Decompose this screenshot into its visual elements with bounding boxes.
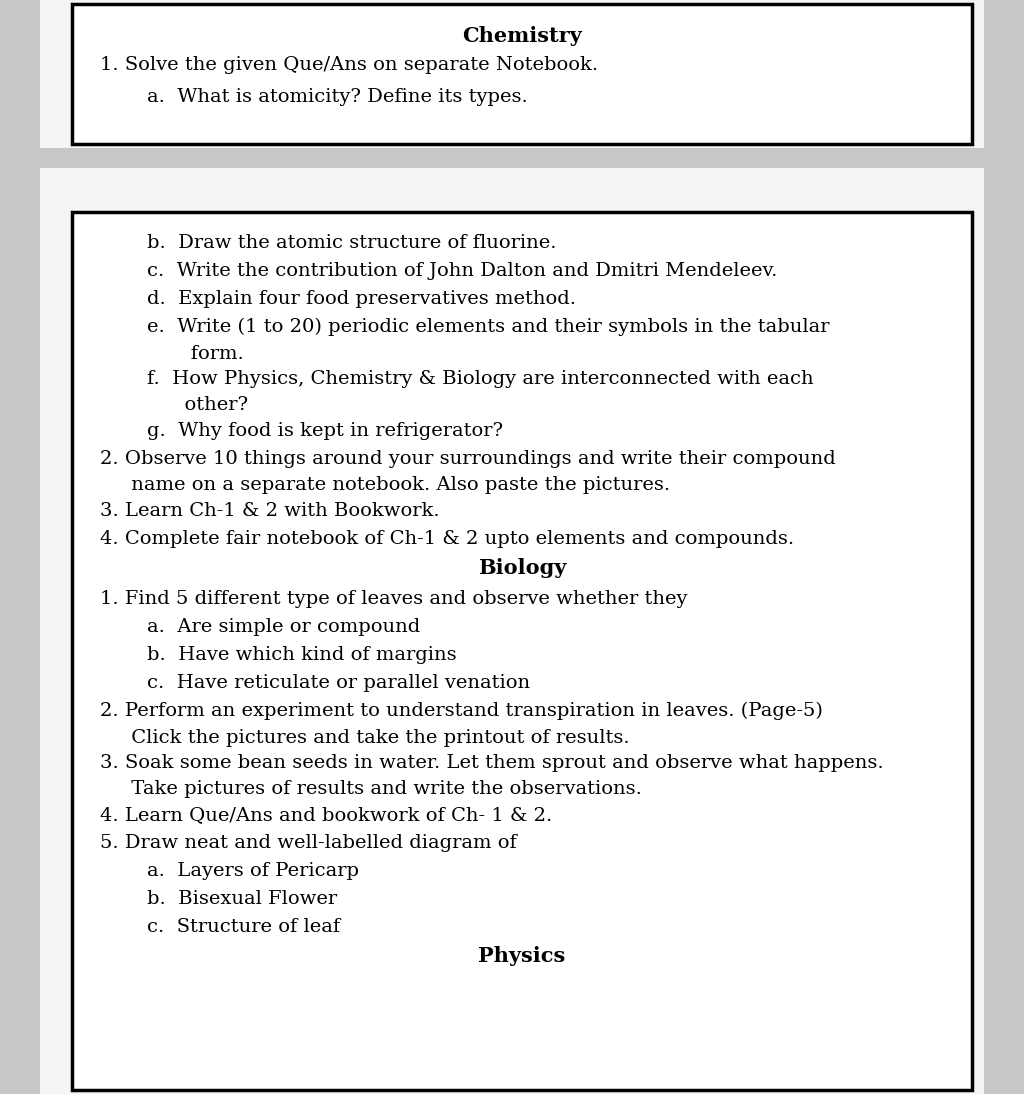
Bar — [40, 0, 984, 148]
Text: b.  Have which kind of margins: b. Have which kind of margins — [147, 645, 457, 664]
Bar — [40, 168, 984, 1094]
Text: 5. Draw neat and well-labelled diagram of: 5. Draw neat and well-labelled diagram o… — [100, 834, 517, 852]
Text: b.  Draw the atomic structure of fluorine.: b. Draw the atomic structure of fluorine… — [147, 234, 556, 252]
Text: a.  Are simple or compound: a. Are simple or compound — [147, 618, 420, 636]
Text: b.  Bisexual Flower: b. Bisexual Flower — [147, 891, 337, 908]
Text: c.  Have reticulate or parallel venation: c. Have reticulate or parallel venation — [147, 674, 530, 693]
Text: 1. Find 5 different type of leaves and observe whether they: 1. Find 5 different type of leaves and o… — [100, 590, 687, 608]
Bar — [72, 4, 972, 144]
Text: 3. Soak some bean seeds in water. Let them sprout and observe what happens.
    : 3. Soak some bean seeds in water. Let th… — [100, 754, 884, 799]
Text: 3. Learn Ch-1 & 2 with Bookwork.: 3. Learn Ch-1 & 2 with Bookwork. — [100, 502, 439, 520]
Text: g.  Why food is kept in refrigerator?: g. Why food is kept in refrigerator? — [147, 422, 503, 440]
Text: 2. Perform an experiment to understand transpiration in leaves. (Page-5)
     Cl: 2. Perform an experiment to understand t… — [100, 702, 823, 746]
Text: Biology: Biology — [478, 558, 566, 578]
Text: 4. Complete fair notebook of Ch-1 & 2 upto elements and compounds.: 4. Complete fair notebook of Ch-1 & 2 up… — [100, 529, 795, 548]
Text: e.  Write (1 to 20) periodic elements and their symbols in the tabular
       fo: e. Write (1 to 20) periodic elements and… — [147, 318, 829, 362]
Text: 2. Observe 10 things around your surroundings and write their compound
     name: 2. Observe 10 things around your surroun… — [100, 450, 836, 494]
Text: d.  Explain four food preservatives method.: d. Explain four food preservatives metho… — [147, 290, 575, 309]
Text: Physics: Physics — [478, 946, 565, 966]
Text: c.  Structure of leaf: c. Structure of leaf — [147, 918, 340, 936]
Bar — [72, 212, 972, 1090]
Text: Chemistry: Chemistry — [462, 26, 582, 46]
Text: a.  Layers of Pericarp: a. Layers of Pericarp — [147, 862, 359, 880]
Text: c.  Write the contribution of John Dalton and Dmitri Mendeleev.: c. Write the contribution of John Dalton… — [147, 261, 777, 280]
Text: 4. Learn Que/Ans and bookwork of Ch- 1 & 2.: 4. Learn Que/Ans and bookwork of Ch- 1 &… — [100, 806, 552, 824]
Text: f.  How Physics, Chemistry & Biology are interconnected with each
      other?: f. How Physics, Chemistry & Biology are … — [147, 370, 814, 415]
Text: a.  What is atomicity? Define its types.: a. What is atomicity? Define its types. — [147, 88, 527, 106]
Text: 1. Solve the given Que/Ans on separate Notebook.: 1. Solve the given Que/Ans on separate N… — [100, 56, 598, 74]
